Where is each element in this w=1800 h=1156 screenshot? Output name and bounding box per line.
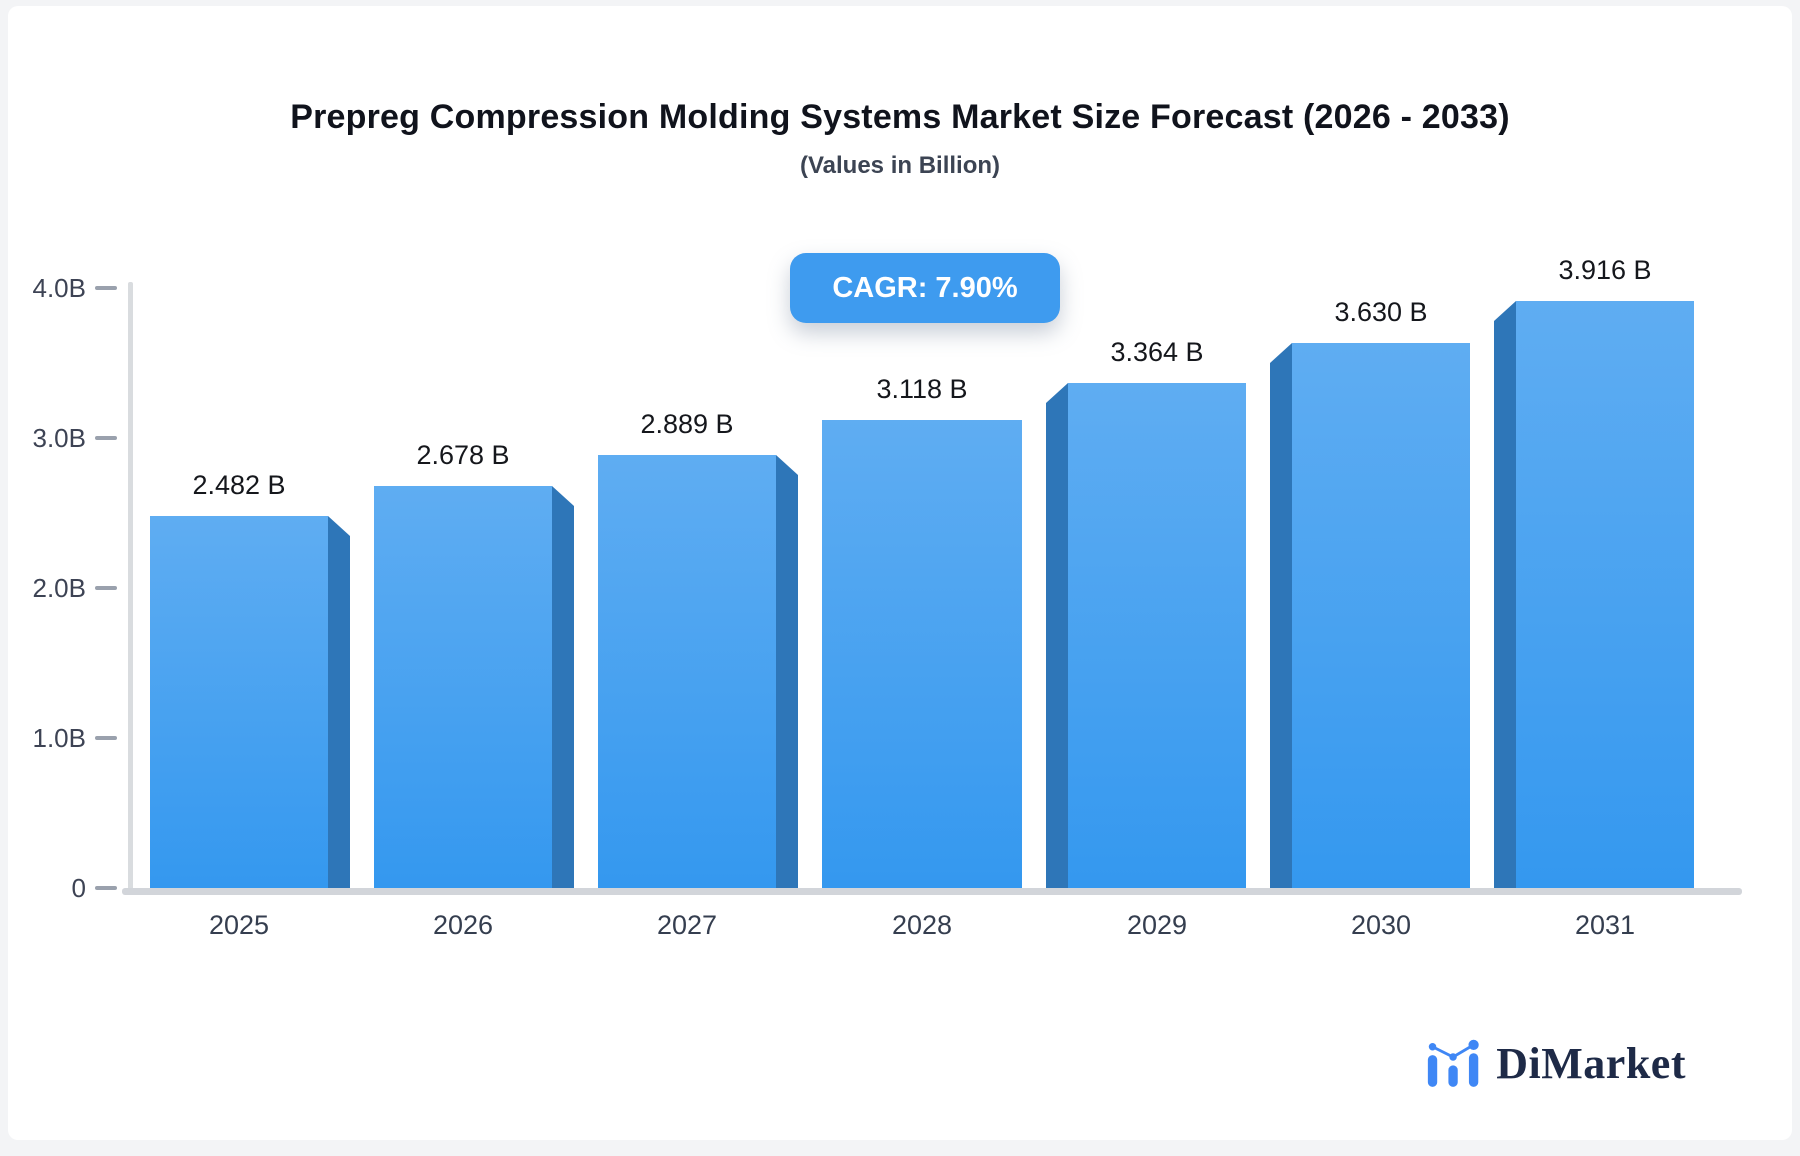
y-tick-label: 1.0B — [32, 723, 87, 753]
bar-value-label: 2.889 B — [640, 409, 734, 439]
y-tick-label: 3.0B — [32, 423, 87, 453]
chart-card: Prepreg Compression Molding Systems Mark… — [8, 6, 1792, 1140]
y-tick-dash — [95, 586, 117, 590]
x-label-2031: 2031 — [1574, 910, 1636, 940]
bar-2027 — [598, 455, 776, 888]
bar-side-2027 — [776, 455, 798, 888]
bar-value-label: 2.678 B — [416, 440, 510, 470]
y-tick-dash — [95, 736, 117, 740]
x-baseline — [122, 888, 1742, 895]
y-tick-dash — [95, 286, 117, 290]
bar-side-2025 — [328, 516, 350, 888]
bar-2025 — [150, 516, 328, 888]
bar-value-label: 2.482 B — [192, 470, 286, 500]
y-axis-line — [128, 282, 133, 895]
bar-value-label: 3.916 B — [1558, 255, 1652, 285]
y-tick-label: 4.0B — [32, 273, 87, 303]
bar-2028 — [822, 420, 1022, 888]
x-label-2028: 2028 — [891, 910, 953, 940]
brand-logo: DiMarket — [1426, 1038, 1686, 1089]
bar-side-2030 — [1270, 343, 1292, 888]
bar-2026 — [374, 486, 552, 888]
chart-subtitle: (Values in Billion) — [799, 152, 1001, 179]
brand-logo-text: DiMarket — [1496, 1039, 1686, 1088]
bar-side-2029 — [1046, 383, 1068, 888]
bar-2031 — [1516, 301, 1694, 888]
bar-2030 — [1292, 343, 1470, 888]
bar-2029 — [1068, 383, 1246, 888]
cagr-badge: CAGR: 7.90% — [790, 253, 1060, 323]
y-tick-dash — [95, 436, 117, 440]
x-label-2026: 2026 — [432, 910, 494, 940]
x-label-2030: 2030 — [1350, 910, 1412, 940]
y-tick-dash — [95, 886, 117, 890]
bar-value-label: 3.118 B — [876, 374, 968, 404]
chart-title: Prepreg Compression Molding Systems Mark… — [290, 98, 1510, 136]
plot-area: 4.0B 3.0B 2.0B 1.0B 0 2.482 B 2025 2.678 B 2026 2… — [8, 6, 1792, 1140]
bar-side-2031 — [1494, 301, 1516, 888]
mini-bar-chart-icon — [1426, 1039, 1482, 1089]
x-label-2025: 2025 — [208, 910, 270, 940]
x-label-2027: 2027 — [656, 910, 718, 940]
bar-value-label: 3.364 B — [1110, 337, 1204, 367]
y-tick-label: 2.0B — [32, 573, 87, 603]
bar-value-label: 3.630 B — [1334, 297, 1428, 327]
y-tick-label: 0 — [71, 873, 86, 903]
x-label-2029: 2029 — [1126, 910, 1188, 940]
cagr-badge-label: CAGR: 7.90% — [832, 271, 1018, 304]
bar-side-2026 — [552, 486, 574, 888]
